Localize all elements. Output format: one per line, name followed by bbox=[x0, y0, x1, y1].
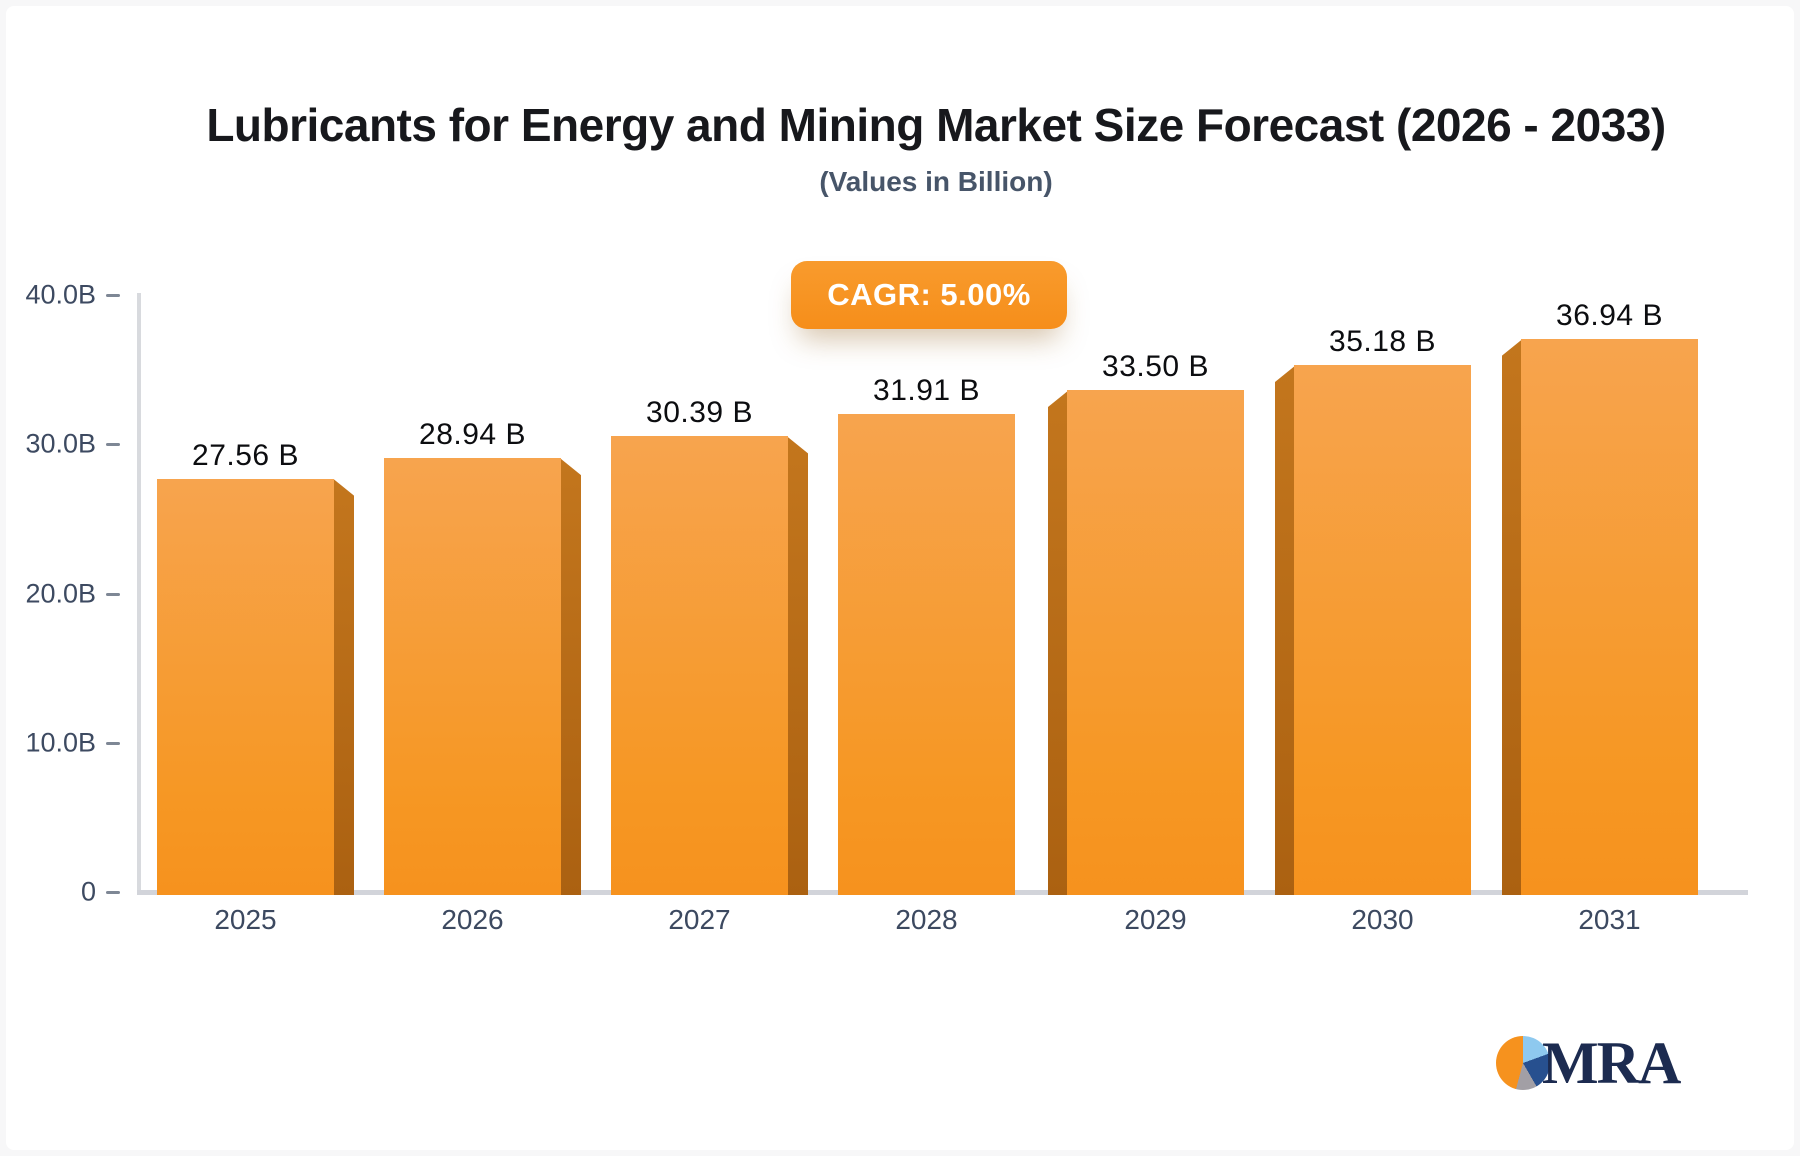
bar-2029 bbox=[1067, 390, 1244, 895]
y-tick bbox=[106, 294, 120, 297]
chart-subtitle: (Values in Billion) bbox=[819, 166, 1053, 197]
bar-side-2029 bbox=[1048, 390, 1069, 895]
x-axis-label: 2025 bbox=[214, 904, 277, 935]
y-tick bbox=[106, 592, 120, 596]
y-axis-line bbox=[137, 293, 141, 895]
bar-value-label: 35.18 B bbox=[1329, 324, 1436, 358]
bar-side-2027 bbox=[787, 436, 808, 895]
bar-2030 bbox=[1294, 364, 1471, 895]
y-tick-label: 10.0B bbox=[25, 727, 96, 758]
y-tick bbox=[106, 891, 120, 894]
bar-2025 bbox=[157, 478, 334, 895]
bar-value-label: 30.39 B bbox=[646, 396, 753, 430]
bar-2027 bbox=[611, 436, 788, 895]
bar-value-label: 28.94 B bbox=[419, 418, 526, 452]
bar-2028 bbox=[838, 413, 1015, 895]
bar-value-label: 36.94 B bbox=[1556, 298, 1663, 332]
x-axis-label: 2028 bbox=[895, 904, 958, 935]
cagr-badge: CAGR: 5.00% bbox=[791, 261, 1067, 329]
chart-title: Lubricants for Energy and Mining Market … bbox=[206, 99, 1666, 151]
bar-2031 bbox=[1521, 338, 1698, 895]
pie-chart-icon bbox=[1496, 1036, 1550, 1090]
x-axis-label: 2030 bbox=[1351, 904, 1414, 935]
y-tick-label: 30.0B bbox=[25, 428, 96, 459]
x-axis-label: 2029 bbox=[1124, 904, 1187, 935]
bar-side-2026 bbox=[560, 458, 581, 895]
bar-side-2030 bbox=[1275, 364, 1296, 895]
bar-2026 bbox=[384, 458, 561, 895]
bar-value-label: 31.91 B bbox=[873, 373, 980, 407]
x-axis-label: 2031 bbox=[1578, 904, 1641, 935]
cagr-badge-label: CAGR: 5.00% bbox=[827, 277, 1031, 312]
y-tick-label: 40.0B bbox=[25, 279, 96, 310]
x-axis-label: 2027 bbox=[668, 904, 731, 935]
bar-side-2031 bbox=[1502, 338, 1523, 895]
bar-value-label: 33.50 B bbox=[1102, 350, 1209, 383]
x-axis-label: 2026 bbox=[441, 904, 504, 935]
y-tick bbox=[106, 443, 120, 447]
brand-logo-text: MRA bbox=[1542, 1030, 1681, 1096]
y-tick bbox=[106, 741, 120, 745]
y-tick-label: 0 bbox=[80, 876, 96, 907]
bar-side-2025 bbox=[333, 478, 354, 895]
chart-card: Lubricants for Energy and Mining Market … bbox=[6, 6, 1794, 1150]
brand-logo: MRA bbox=[1496, 1030, 1681, 1096]
bar-value-label: 27.56 B bbox=[192, 438, 299, 472]
y-tick-label: 20.0B bbox=[25, 578, 96, 608]
